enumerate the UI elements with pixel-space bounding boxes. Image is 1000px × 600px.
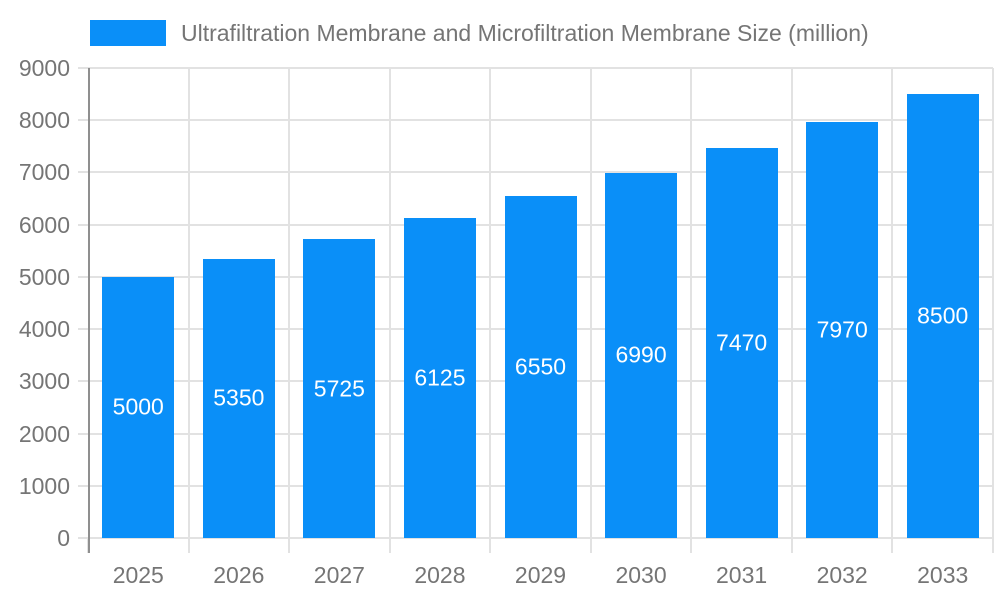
x-axis-tick-label: 2027 [313, 562, 365, 588]
y-axis-tick-label: 6000 [18, 211, 70, 238]
bar-2033: 8500 [906, 94, 979, 538]
x-gridline [388, 68, 391, 538]
y-axis-tick-label: 8000 [18, 107, 70, 134]
y-gridline [78, 119, 993, 122]
bar-2032: 7970 [806, 121, 879, 538]
bar-2026: 5350 [202, 258, 275, 538]
x-axis-tick [187, 538, 190, 553]
bar-value-label: 7470 [716, 329, 768, 356]
plot-area: 0 1000 2000 3000 4000 5000 6000 7000 8000 9000 500… [19, 56, 994, 588]
y-axis-line [88, 68, 90, 553]
bar-value-label: 8500 [917, 302, 969, 329]
y-axis-tick-label: 7000 [18, 159, 70, 186]
x-axis-tick-label: 2033 [917, 562, 969, 588]
bar-2025: 5000 [102, 276, 175, 538]
x-axis-tick-label: 2032 [816, 562, 868, 588]
legend-swatch [90, 20, 166, 46]
x-gridline [589, 68, 592, 538]
x-axis-tick [992, 538, 994, 553]
y-axis-tick-label: 2000 [18, 420, 70, 447]
bar-value-label: 6550 [514, 353, 567, 380]
x-axis-tick [790, 538, 793, 553]
x-gridline [992, 68, 994, 538]
x-axis-tick [288, 538, 291, 553]
bar-value-label: 7970 [816, 316, 868, 343]
x-axis-tick-label: 2030 [615, 562, 667, 588]
bar-value-label: 5350 [213, 384, 265, 411]
x-gridline [891, 68, 894, 538]
x-gridline [187, 68, 190, 538]
x-axis-tick-label: 2028 [414, 562, 466, 588]
bar-2030: 6990 [605, 172, 678, 538]
y-gridline [78, 537, 993, 539]
bar-2031: 7470 [705, 147, 778, 538]
y-axis-tick-label: 0 [57, 525, 70, 551]
bar-2029: 6550 [504, 195, 577, 538]
x-axis-tick-label: 2025 [112, 562, 164, 588]
bar-2027: 5725 [303, 239, 376, 538]
legend-series-label: Ultrafiltration Membrane and Microfiltra… [181, 20, 869, 46]
bar-value-label: 6990 [615, 341, 667, 368]
y-axis-tick-label: 4000 [18, 316, 70, 343]
y-axis-tick-label: 9000 [18, 55, 70, 81]
bar-2028: 6125 [403, 218, 476, 538]
bar-value-label: 5000 [112, 393, 164, 420]
x-axis-tick [489, 538, 492, 553]
y-axis-tick-label: 3000 [18, 368, 70, 395]
x-gridline [690, 68, 693, 538]
y-axis-tick-label: 1000 [18, 472, 70, 499]
y-gridline [78, 67, 993, 69]
x-axis-tick-label: 2031 [716, 562, 768, 588]
y-gridline [78, 171, 993, 174]
x-gridline [790, 68, 793, 538]
bar-value-label: 6125 [414, 364, 466, 391]
x-gridline [288, 68, 291, 538]
x-axis-tick [589, 538, 592, 553]
x-axis-tick [690, 538, 693, 553]
bar-value-label: 5725 [313, 375, 365, 401]
x-axis-tick-label: 2029 [514, 562, 567, 588]
chart-legend[interactable]: Ultrafiltration Membrane and Microfiltra… [90, 20, 869, 46]
x-axis-tick [891, 538, 894, 553]
x-gridline [489, 68, 492, 538]
x-axis-tick [388, 538, 391, 553]
x-axis-tick-label: 2026 [213, 562, 265, 588]
y-axis-tick-label: 5000 [18, 263, 70, 290]
